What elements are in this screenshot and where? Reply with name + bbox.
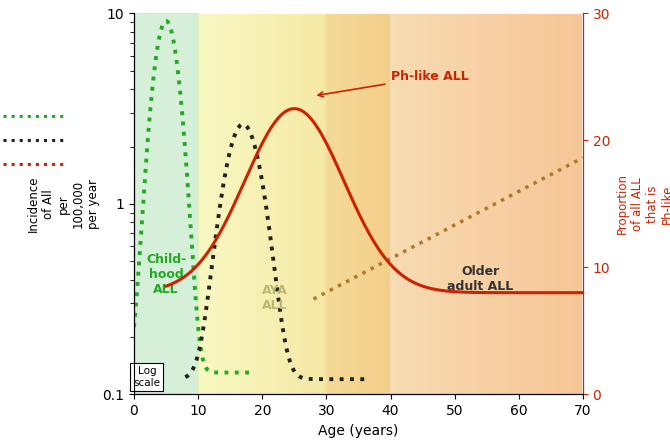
- Text: Ph-like ALL: Ph-like ALL: [318, 70, 468, 97]
- Bar: [134, 13, 198, 394]
- Text: AYA
ALL: AYA ALL: [262, 284, 288, 312]
- X-axis label: Age (years): Age (years): [318, 423, 399, 438]
- Text: Log
scale: Log scale: [133, 366, 160, 388]
- Y-axis label: Incidence
of All
per
100,000
per year: Incidence of All per 100,000 per year: [27, 176, 100, 232]
- Y-axis label: Proportion
of all ALL
that is
Ph-like
(%): Proportion of all ALL that is Ph-like (%…: [616, 173, 670, 234]
- Text: Older
adult ALL: Older adult ALL: [447, 264, 513, 293]
- Text: Child-
hood
ALL: Child- hood ALL: [146, 253, 186, 296]
